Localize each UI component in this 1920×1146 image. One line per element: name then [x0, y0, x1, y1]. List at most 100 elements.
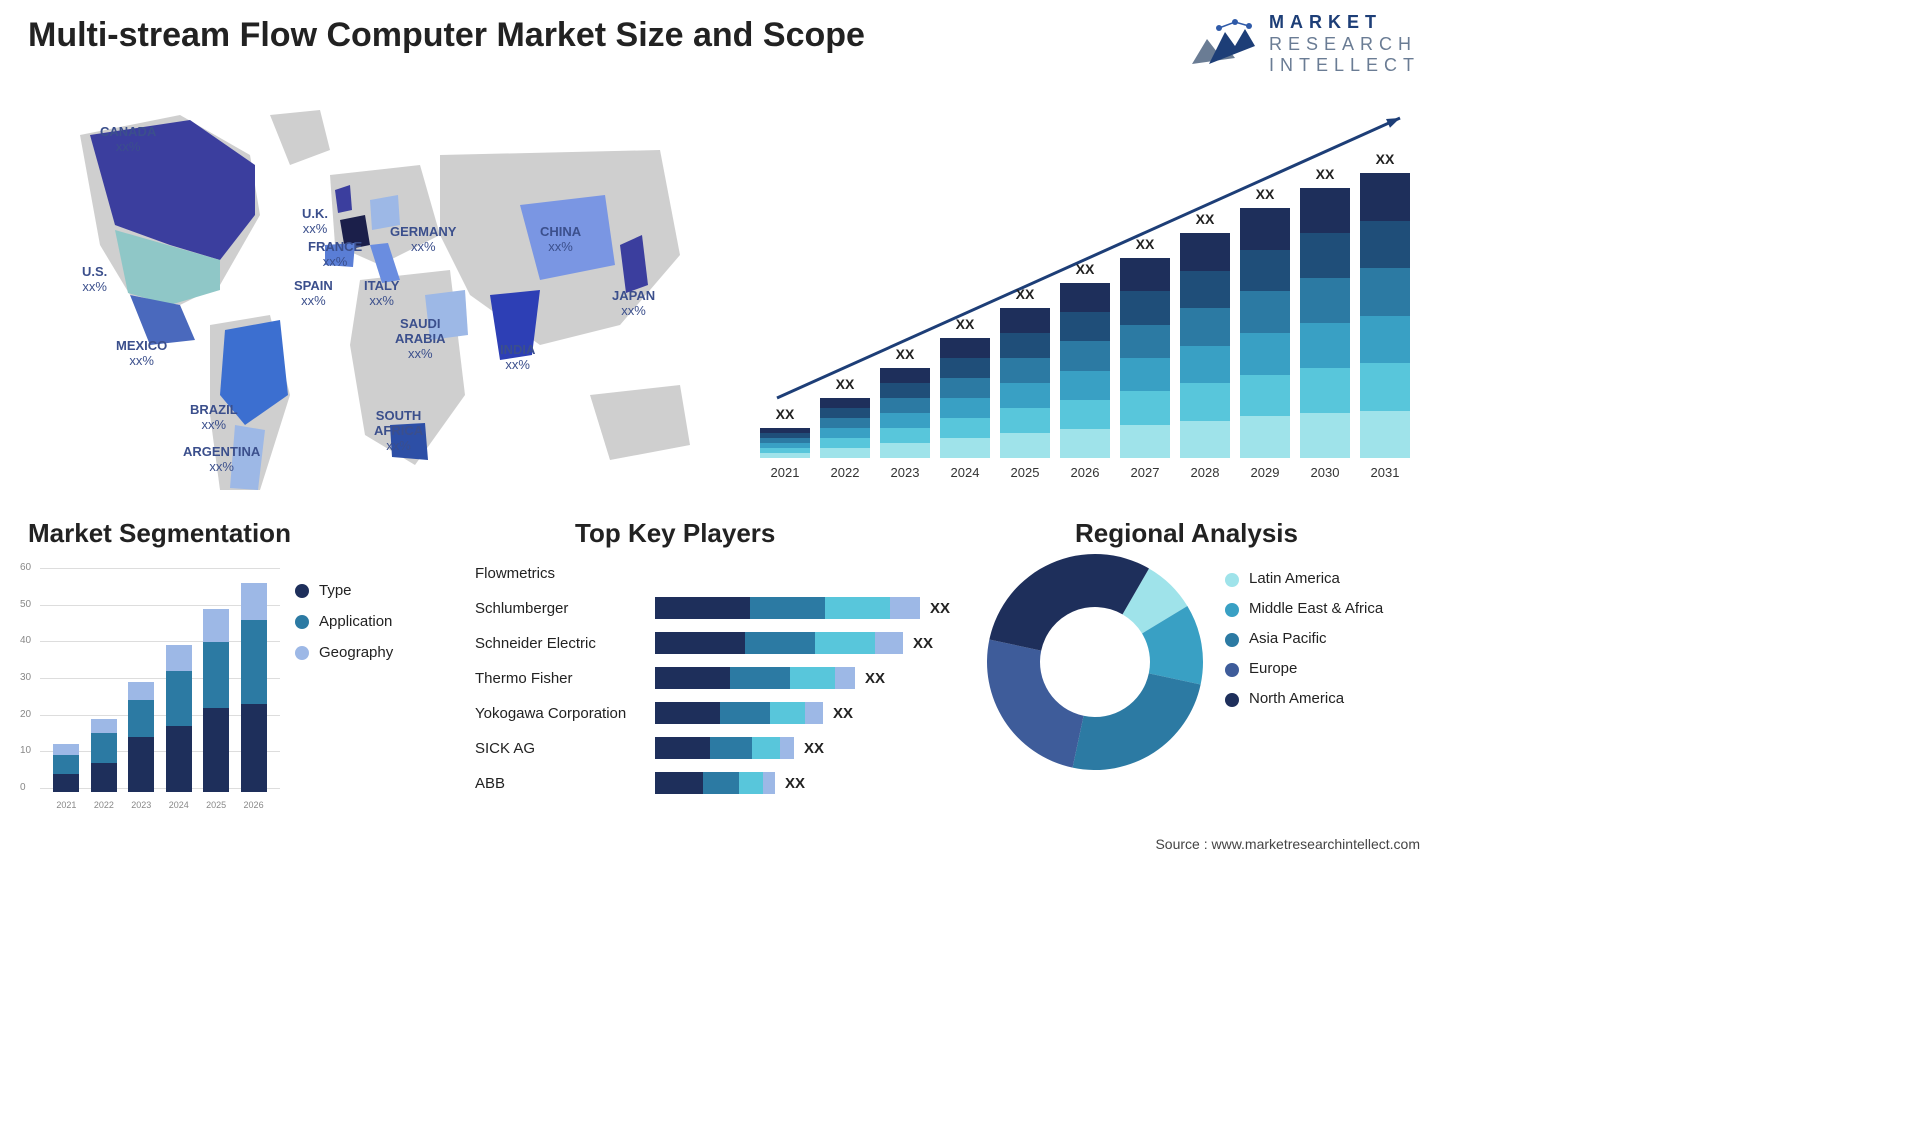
- seg-bar-2022: [91, 719, 117, 792]
- growth-value-2030: XX: [1300, 166, 1350, 182]
- growth-value-2027: XX: [1120, 236, 1170, 252]
- growth-bar-2025: [1000, 308, 1050, 458]
- growth-year-2029: 2029: [1240, 465, 1290, 480]
- player-value: XX: [833, 705, 853, 722]
- growth-value-2023: XX: [880, 346, 930, 362]
- growth-bar-2024: [940, 338, 990, 458]
- segmentation-heading: Market Segmentation: [28, 518, 291, 549]
- growth-year-2021: 2021: [760, 465, 810, 480]
- player-row-schlumberger: Schlumberger XX: [475, 593, 965, 623]
- seg-legend-geography: Geography: [295, 644, 393, 661]
- key-players-chart: FlowmetricsSchlumbergerXXSchneider Elect…: [475, 558, 965, 803]
- player-name: ABB: [475, 775, 655, 792]
- player-value: XX: [785, 775, 805, 792]
- map-label-mexico: MEXICOxx%: [116, 339, 167, 369]
- map-label-saudi-arabia: SAUDIARABIAxx%: [395, 317, 446, 362]
- growth-bar-2021: [760, 428, 810, 458]
- seg-bar-2021: [53, 744, 79, 792]
- seg-ytick-20: 20: [20, 709, 31, 720]
- growth-year-2030: 2030: [1300, 465, 1350, 480]
- seg-legend-type: Type: [295, 582, 393, 599]
- map-label-japan: JAPANxx%: [612, 289, 655, 319]
- region-legend-latin-america: Latin America: [1225, 570, 1383, 588]
- growth-year-2024: 2024: [940, 465, 990, 480]
- growth-bar-2028: [1180, 233, 1230, 458]
- donut-slice-north-america: [989, 554, 1149, 651]
- growth-value-2028: XX: [1180, 211, 1230, 227]
- growth-year-2022: 2022: [820, 465, 870, 480]
- player-row-thermo-fisher: Thermo Fisher XX: [475, 663, 965, 693]
- seg-ytick-50: 50: [20, 599, 31, 610]
- growth-value-2024: XX: [940, 316, 990, 332]
- region-legend-middle-east-africa: Middle East & Africa: [1225, 600, 1383, 618]
- donut-svg: [985, 552, 1205, 772]
- player-name: Flowmetrics: [475, 565, 655, 582]
- region-legend-north-america: North America: [1225, 690, 1383, 708]
- player-name: SICK AG: [475, 740, 655, 757]
- seg-ytick-40: 40: [20, 635, 31, 646]
- logo-line2: RESEARCH: [1269, 34, 1420, 56]
- growth-bar-2027: [1120, 258, 1170, 458]
- logo-icon: [1187, 14, 1257, 74]
- seg-bar-2023: [128, 682, 154, 792]
- growth-value-2029: XX: [1240, 186, 1290, 202]
- growth-year-2023: 2023: [880, 465, 930, 480]
- seg-bar-2025: [203, 609, 229, 792]
- map-label-india: INDIAxx%: [500, 343, 535, 373]
- seg-ytick-30: 30: [20, 672, 31, 683]
- seg-ytick-10: 10: [20, 745, 31, 756]
- growth-value-2021: XX: [760, 406, 810, 422]
- growth-bar-2023: [880, 368, 930, 458]
- map-label-china: CHINAxx%: [540, 225, 581, 255]
- growth-bar-chart: 2021 XX 2022 XX 2023 XX 2024 XX 2025 XX 2026 XX 2027…: [760, 110, 1420, 480]
- map-label-argentina: ARGENTINAxx%: [183, 445, 260, 475]
- growth-value-2026: XX: [1060, 261, 1110, 277]
- map-label-italy: ITALYxx%: [364, 279, 399, 309]
- player-value: XX: [930, 600, 950, 617]
- player-name: Schlumberger: [475, 600, 655, 617]
- logo-line3: INTELLECT: [1269, 55, 1420, 77]
- player-name: Thermo Fisher: [475, 670, 655, 687]
- growth-year-2027: 2027: [1120, 465, 1170, 480]
- logo-line1: MARKET: [1269, 12, 1420, 34]
- growth-year-2026: 2026: [1060, 465, 1110, 480]
- logo: MARKET RESEARCH INTELLECT: [1187, 12, 1420, 77]
- seg-year-2024: 2024: [166, 800, 192, 810]
- growth-value-2022: XX: [820, 376, 870, 392]
- seg-year-2021: 2021: [53, 800, 79, 810]
- segmentation-chart: 0102030405060202120222023202420252026: [20, 558, 280, 818]
- player-value: XX: [913, 635, 933, 652]
- source-text: Source : www.marketresearchintellect.com: [1155, 836, 1420, 852]
- player-value: XX: [804, 740, 824, 757]
- player-row-sick-ag: SICK AG XX: [475, 733, 965, 763]
- regional-donut: [985, 552, 1205, 772]
- player-row-abb: ABB XX: [475, 768, 965, 798]
- growth-value-2025: XX: [1000, 286, 1050, 302]
- map-label-south-africa: SOUTHAFRICAxx%: [374, 409, 423, 454]
- seg-ytick-0: 0: [20, 782, 26, 793]
- map-label-u-s-: U.S.xx%: [82, 265, 107, 295]
- growth-bar-2030: [1300, 188, 1350, 458]
- seg-year-2022: 2022: [91, 800, 117, 810]
- growth-bar-2029: [1240, 208, 1290, 458]
- seg-year-2025: 2025: [203, 800, 229, 810]
- regional-heading: Regional Analysis: [1075, 518, 1298, 549]
- map-label-germany: GERMANYxx%: [390, 225, 456, 255]
- player-name: Schneider Electric: [475, 635, 655, 652]
- map-label-u-k-: U.K.xx%: [302, 207, 328, 237]
- region-legend-europe: Europe: [1225, 660, 1383, 678]
- seg-ytick-60: 60: [20, 562, 31, 573]
- donut-slice-europe: [987, 640, 1084, 768]
- growth-year-2025: 2025: [1000, 465, 1050, 480]
- player-value: XX: [865, 670, 885, 687]
- player-row-schneider-electric: Schneider Electric XX: [475, 628, 965, 658]
- growth-bar-2031: [1360, 173, 1410, 458]
- players-heading: Top Key Players: [575, 518, 775, 549]
- seg-legend-application: Application: [295, 613, 393, 630]
- seg-bar-2024: [166, 645, 192, 792]
- player-row-flowmetrics: Flowmetrics: [475, 558, 965, 588]
- region-legend-asia-pacific: Asia Pacific: [1225, 630, 1383, 648]
- player-row-yokogawa-corporation: Yokogawa CorporationXX: [475, 698, 965, 728]
- growth-value-2031: XX: [1360, 151, 1410, 167]
- map-label-spain: SPAINxx%: [294, 279, 333, 309]
